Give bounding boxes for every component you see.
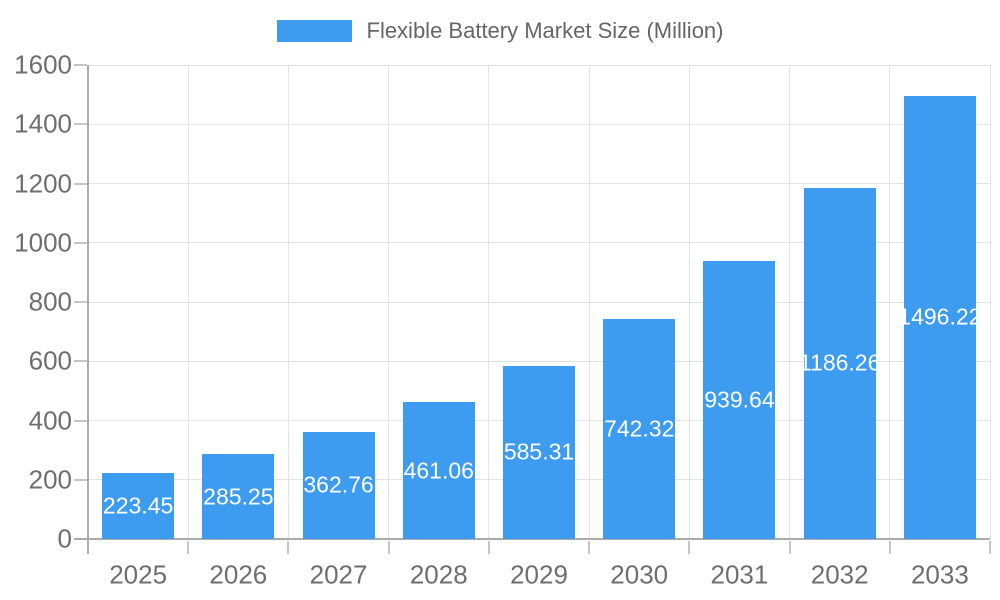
y-axis-label: 800 (28, 286, 72, 317)
h-gridline (88, 242, 990, 244)
bar[interactable] (603, 319, 676, 539)
v-gridline (588, 65, 590, 539)
x-axis-label: 2026 (209, 559, 268, 590)
y-axis-label: 1600 (14, 49, 72, 80)
v-gridline (388, 65, 390, 539)
x-axis-tick (989, 541, 991, 554)
bar[interactable] (803, 187, 876, 539)
y-axis-tick (74, 301, 87, 303)
x-axis-tick (788, 541, 791, 554)
v-gridline (889, 65, 891, 539)
x-axis-tick (688, 541, 691, 554)
x-axis-label: 2028 (409, 559, 468, 590)
y-axis-tick (74, 123, 87, 126)
y-axis-label: 1000 (14, 227, 72, 258)
x-axis-label: 2032 (810, 559, 869, 590)
bar[interactable] (302, 431, 375, 539)
bar[interactable] (903, 95, 976, 539)
h-gridline (88, 183, 990, 184)
y-axis-label: 1400 (14, 108, 72, 139)
x-axis-label: 2033 (910, 559, 969, 590)
x-axis-label: 2030 (610, 559, 669, 590)
legend-label: Flexible Battery Market Size (Million) (366, 18, 724, 43)
x-axis-label: 2031 (710, 559, 769, 590)
v-gridline (989, 65, 991, 539)
bar[interactable] (102, 472, 175, 539)
y-axis-label: 0 (57, 523, 72, 554)
y-axis-tick (74, 360, 87, 363)
x-axis-tick (287, 541, 290, 554)
h-gridline (88, 360, 990, 362)
y-axis-label: 200 (28, 464, 72, 495)
x-axis-tick (487, 541, 490, 554)
bar[interactable] (202, 454, 275, 539)
x-axis-label: 2027 (309, 559, 368, 590)
legend-marker-swatch (276, 20, 352, 42)
x-axis-tick (187, 541, 190, 554)
y-axis-tick (74, 182, 87, 185)
bar[interactable] (503, 365, 575, 539)
bar[interactable] (402, 402, 475, 539)
y-axis-tick (74, 478, 87, 481)
y-axis-label: 400 (28, 405, 72, 435)
y-axis-label: 1200 (14, 168, 72, 198)
y-axis-tick (74, 64, 87, 66)
x-axis-label: 2029 (510, 559, 568, 590)
x-axis-tick (387, 541, 390, 554)
x-axis-tick (588, 541, 591, 554)
legend-item[interactable]: Flexible Battery Market Size (Million) (0, 18, 1000, 44)
y-axis-tick (74, 241, 87, 244)
v-gridline (789, 65, 791, 539)
bar[interactable] (703, 260, 776, 539)
v-gridline (488, 65, 490, 539)
v-gridline (287, 65, 289, 539)
y-axis-tick (74, 419, 87, 422)
x-axis-label: 2025 (109, 559, 168, 590)
x-axis-tick (888, 541, 891, 554)
y-axis-label: 600 (28, 345, 72, 376)
x-axis-line (74, 538, 990, 540)
y-axis-line (87, 65, 89, 554)
v-gridline (688, 65, 690, 539)
h-gridline (88, 123, 990, 125)
v-gridline (187, 65, 189, 539)
h-gridline (88, 301, 990, 303)
h-gridline (88, 64, 990, 66)
